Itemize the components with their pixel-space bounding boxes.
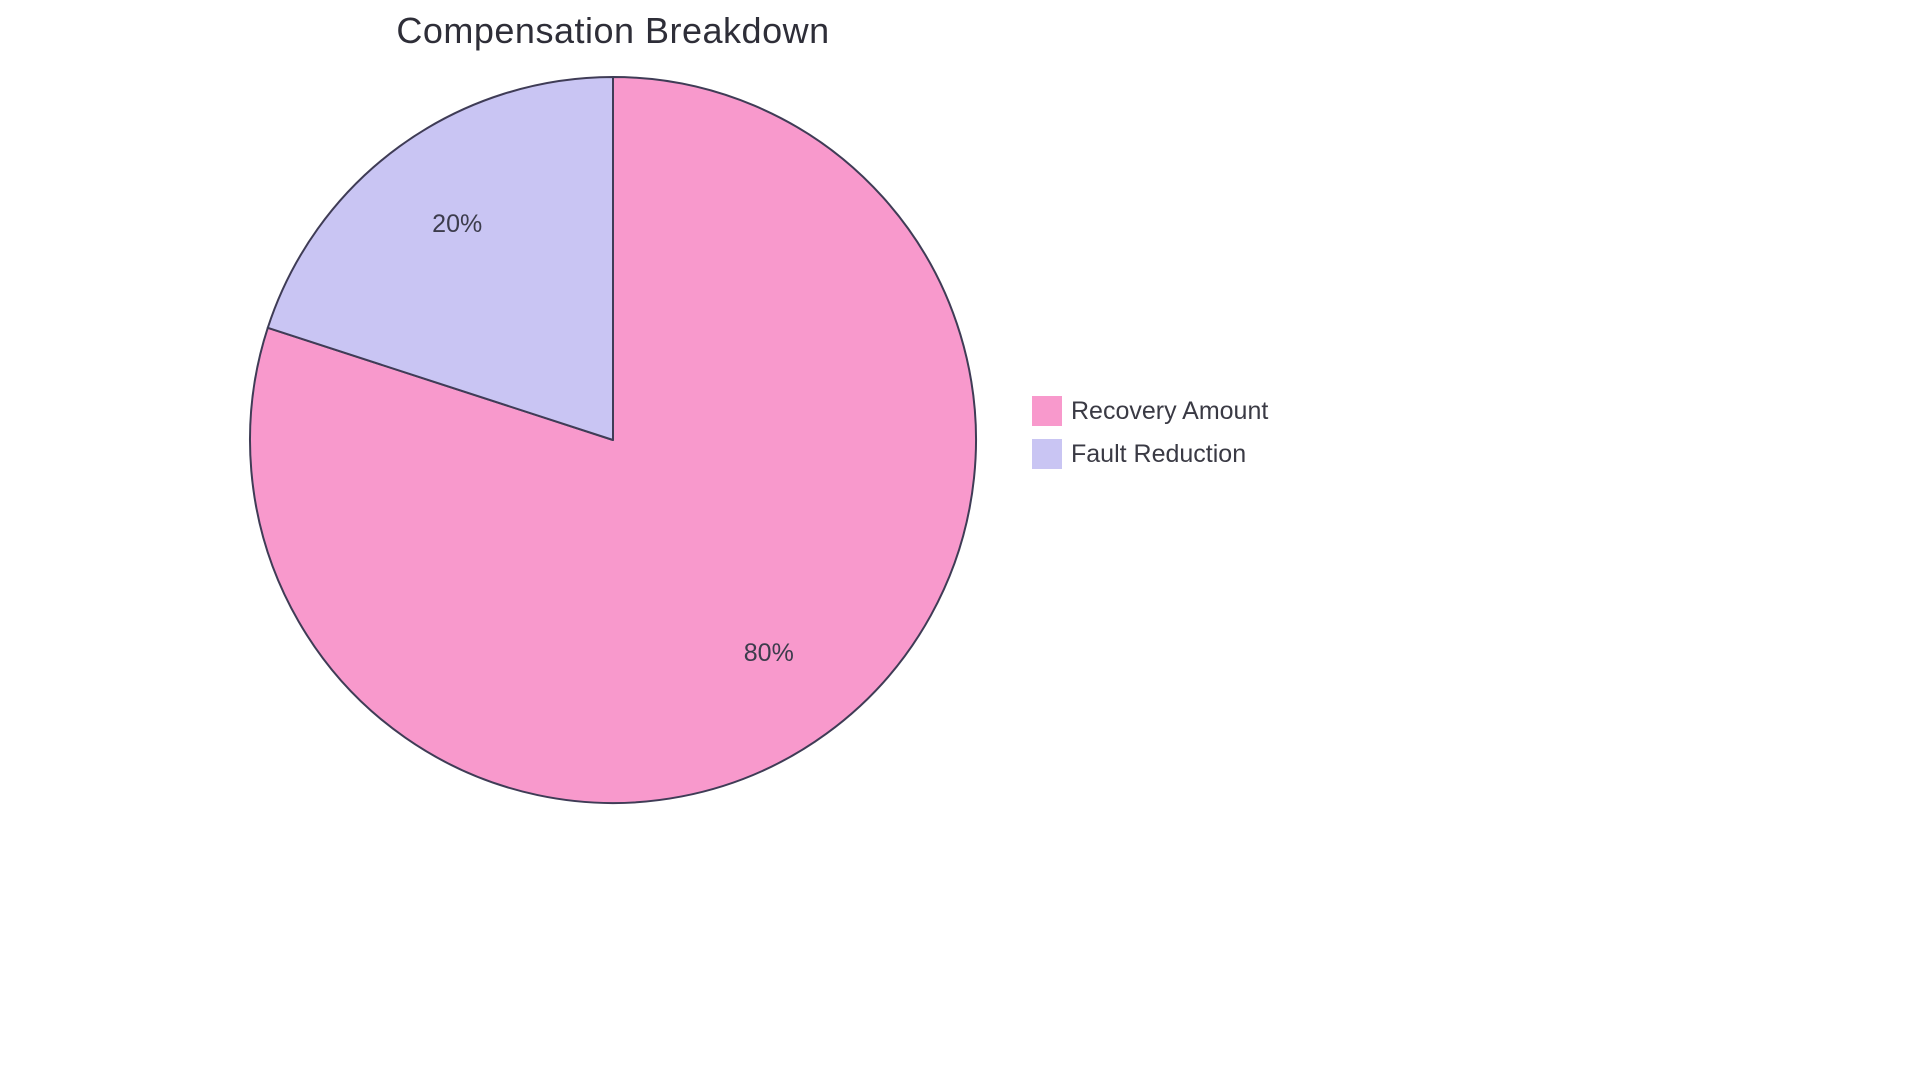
chart-title: Compensation Breakdown bbox=[396, 10, 830, 51]
legend-label: Fault Reduction bbox=[1071, 439, 1247, 468]
legend-swatch bbox=[1032, 439, 1062, 469]
pie-slice-fault-reduction bbox=[266, 76, 614, 441]
legend-label: Recovery Amount bbox=[1071, 396, 1269, 425]
slice-percent-label: 80% bbox=[744, 639, 794, 667]
legend-swatch bbox=[1032, 396, 1062, 426]
legend: Recovery Amount Fault Reduction bbox=[1032, 396, 1268, 469]
legend-item-fault-reduction[interactable]: Fault Reduction bbox=[1032, 439, 1268, 469]
slice-percent-label: 20% bbox=[432, 210, 482, 238]
legend-item-recovery-amount[interactable]: Recovery Amount bbox=[1032, 396, 1268, 426]
